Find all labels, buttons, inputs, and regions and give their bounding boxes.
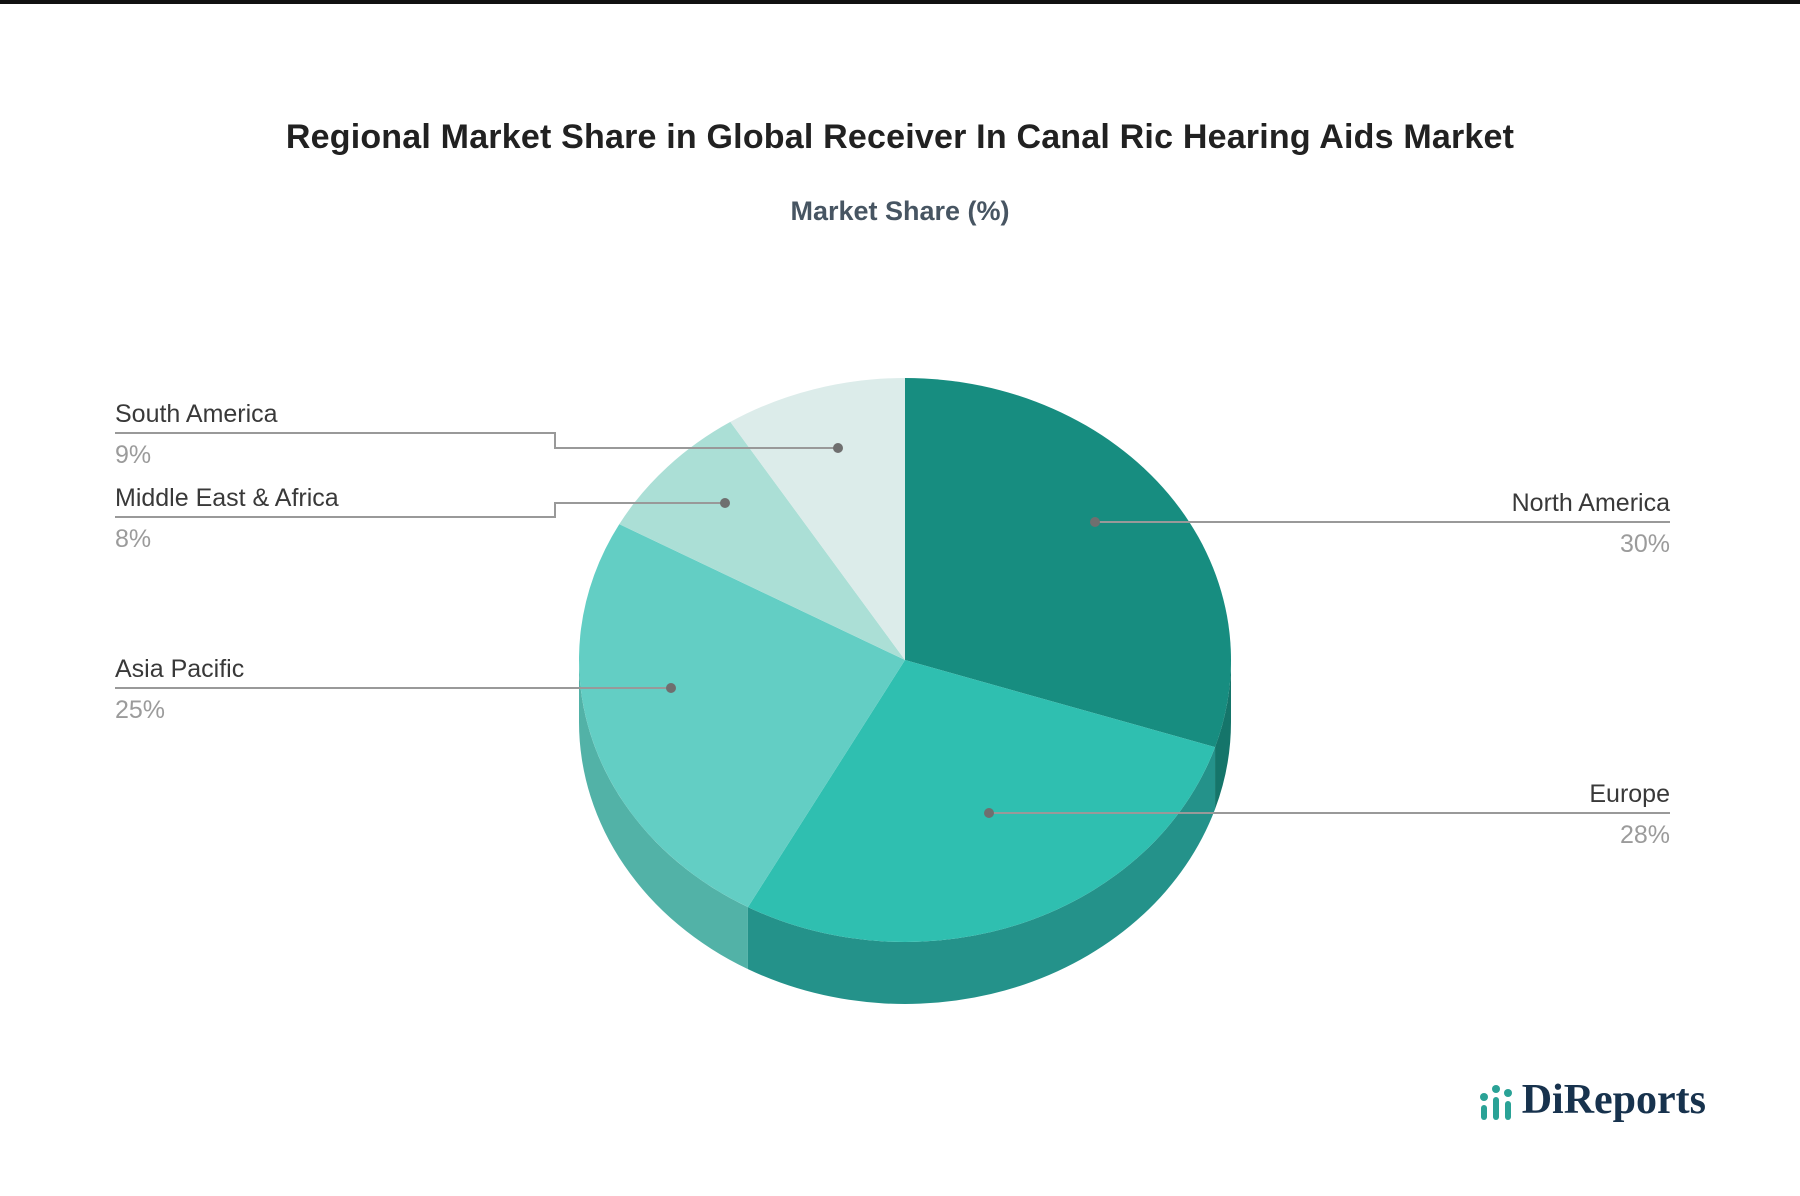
chart-subtitle: Market Share (%) <box>790 196 1010 226</box>
leader-dot <box>1090 517 1100 527</box>
pie-slice-side <box>747 747 1216 1004</box>
slice-value: 30% <box>1619 530 1670 558</box>
slice-label: North America <box>1511 489 1670 517</box>
pie-depth-sides <box>579 660 1231 1004</box>
slice-value: 28% <box>1619 821 1670 849</box>
leader-dot <box>833 443 843 453</box>
slice-label: Asia Pacific <box>115 655 245 683</box>
leader-line <box>115 502 725 518</box>
pie-slice-asia-pacific <box>579 524 905 908</box>
callout-middle-east-africa: Middle East & Africa 8% <box>115 482 339 554</box>
bar-chart-logo-icon <box>1479 1085 1512 1120</box>
leader-lines <box>115 432 1670 818</box>
slice-label: Middle East & Africa <box>115 484 339 512</box>
leader-dot <box>666 683 676 693</box>
slice-value: 8% <box>115 525 152 553</box>
pie-slice-side <box>579 660 748 970</box>
leader-dot <box>984 808 994 818</box>
brand-logo: DiReports <box>1477 1078 1706 1122</box>
brand-name: DiReports <box>1521 1077 1706 1123</box>
callout-asia-pacific: Asia Pacific 25% <box>115 653 244 725</box>
slice-label: South America <box>115 400 278 428</box>
callout-europe: Europe 28% <box>1589 778 1670 850</box>
leader-line <box>115 432 838 449</box>
slice-value: 25% <box>115 696 166 724</box>
pie-slices <box>579 378 1232 943</box>
slice-value: 9% <box>115 441 152 469</box>
callout-south-america: South America 9% <box>115 398 278 470</box>
pie-slice-north-america <box>905 378 1232 748</box>
pie-slice-middle-east-africa <box>619 421 905 660</box>
top-border <box>0 0 1800 4</box>
leader-dot <box>720 498 730 508</box>
callout-north-america: North America 30% <box>1512 487 1670 559</box>
slice-label: Europe <box>1589 780 1670 808</box>
chart-title: Regional Market Share in Global Receiver… <box>285 118 1515 156</box>
pie-slice-europe <box>747 660 1216 943</box>
pie-slice-side <box>1215 660 1231 810</box>
